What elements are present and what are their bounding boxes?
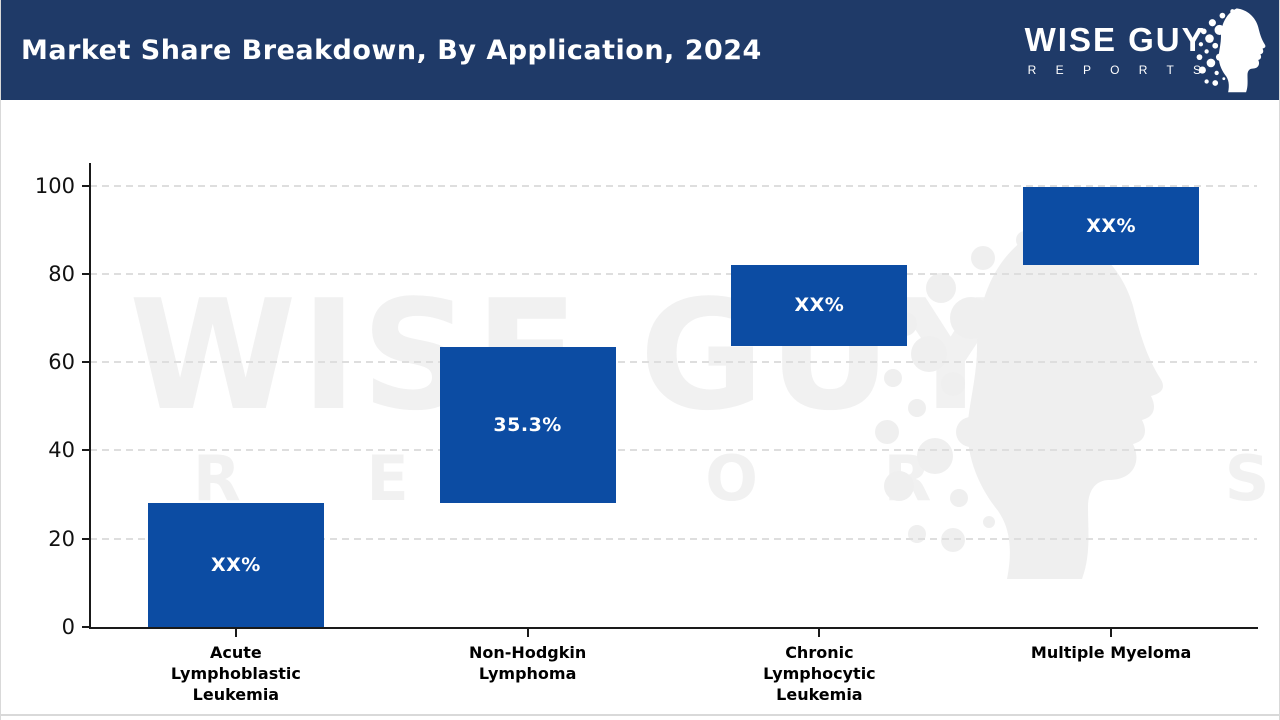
- gridline-60: [90, 361, 1257, 364]
- x-axis-tick-4: [1110, 629, 1113, 637]
- category-label: Acute Lymphoblastic Leukemia: [170, 643, 301, 704]
- gridline-20: [90, 537, 1257, 540]
- bar-value-label: XX%: [210, 553, 261, 576]
- bar-segment-1: XX%: [147, 502, 324, 627]
- y-tick-label: 60: [48, 350, 75, 375]
- y-axis-line: [89, 163, 91, 629]
- bar-value-label: 35.3%: [493, 413, 562, 436]
- y-tick-label: 80: [48, 261, 75, 286]
- x-axis-line: [89, 627, 1258, 629]
- y-axis-tick-40: [82, 449, 90, 452]
- x-axis-tick-2: [526, 629, 529, 637]
- y-axis-tick-20: [82, 537, 90, 540]
- y-axis-tick-100: [82, 184, 90, 187]
- bar-value-label: XX%: [1086, 214, 1137, 237]
- y-tick-label: 0: [61, 615, 75, 639]
- y-axis-tick-0: [82, 626, 90, 628]
- category-label: Multiple Myeloma: [1030, 643, 1192, 662]
- x-axis-tick-3: [818, 629, 821, 637]
- bar-value-label: XX%: [794, 294, 845, 317]
- y-axis-tick-80: [82, 272, 90, 275]
- category-label: Non-Hodgkin Lymphoma: [469, 643, 587, 683]
- y-tick-label: 20: [48, 526, 75, 551]
- logo-text: WISE GUY R E P O R T S: [1025, 23, 1209, 77]
- bar-segment-2: 35.3%: [439, 346, 616, 503]
- gridline-40: [90, 449, 1257, 452]
- y-tick-label: 100: [34, 173, 75, 198]
- plot-area: 0 20 40 60 80 100 XX% Acute Lymphoblastic Leukemi…: [1, 100, 1279, 720]
- gridline-100: [90, 184, 1257, 187]
- category-label: Chronic Lymphocytic Leukemia: [763, 643, 876, 704]
- bar-segment-4: XX%: [1023, 186, 1200, 265]
- header-bar: Market Share Breakdown, By Application, …: [1, 0, 1279, 100]
- logo-wordmark: WISE GUY: [1024, 21, 1206, 58]
- gridline-80: [90, 272, 1257, 275]
- chart-area: WISE GUY R E P O R T S 0 20 40 60 80 100 XX% Ac…: [1, 100, 1279, 720]
- logo-subtitle: R E P O R T S: [1027, 63, 1209, 77]
- wise-guy-face-icon: [1196, 8, 1266, 93]
- chart-title: Market Share Breakdown, By Application, …: [21, 34, 762, 66]
- bottom-divider: [1, 714, 1279, 716]
- y-tick-label: 40: [48, 438, 75, 463]
- y-axis-tick-60: [82, 361, 90, 364]
- bar-segment-3: XX%: [731, 264, 908, 346]
- x-axis-tick-1: [234, 629, 237, 637]
- wise-guy-logo: WISE GUY R E P O R T S: [1025, 0, 1267, 100]
